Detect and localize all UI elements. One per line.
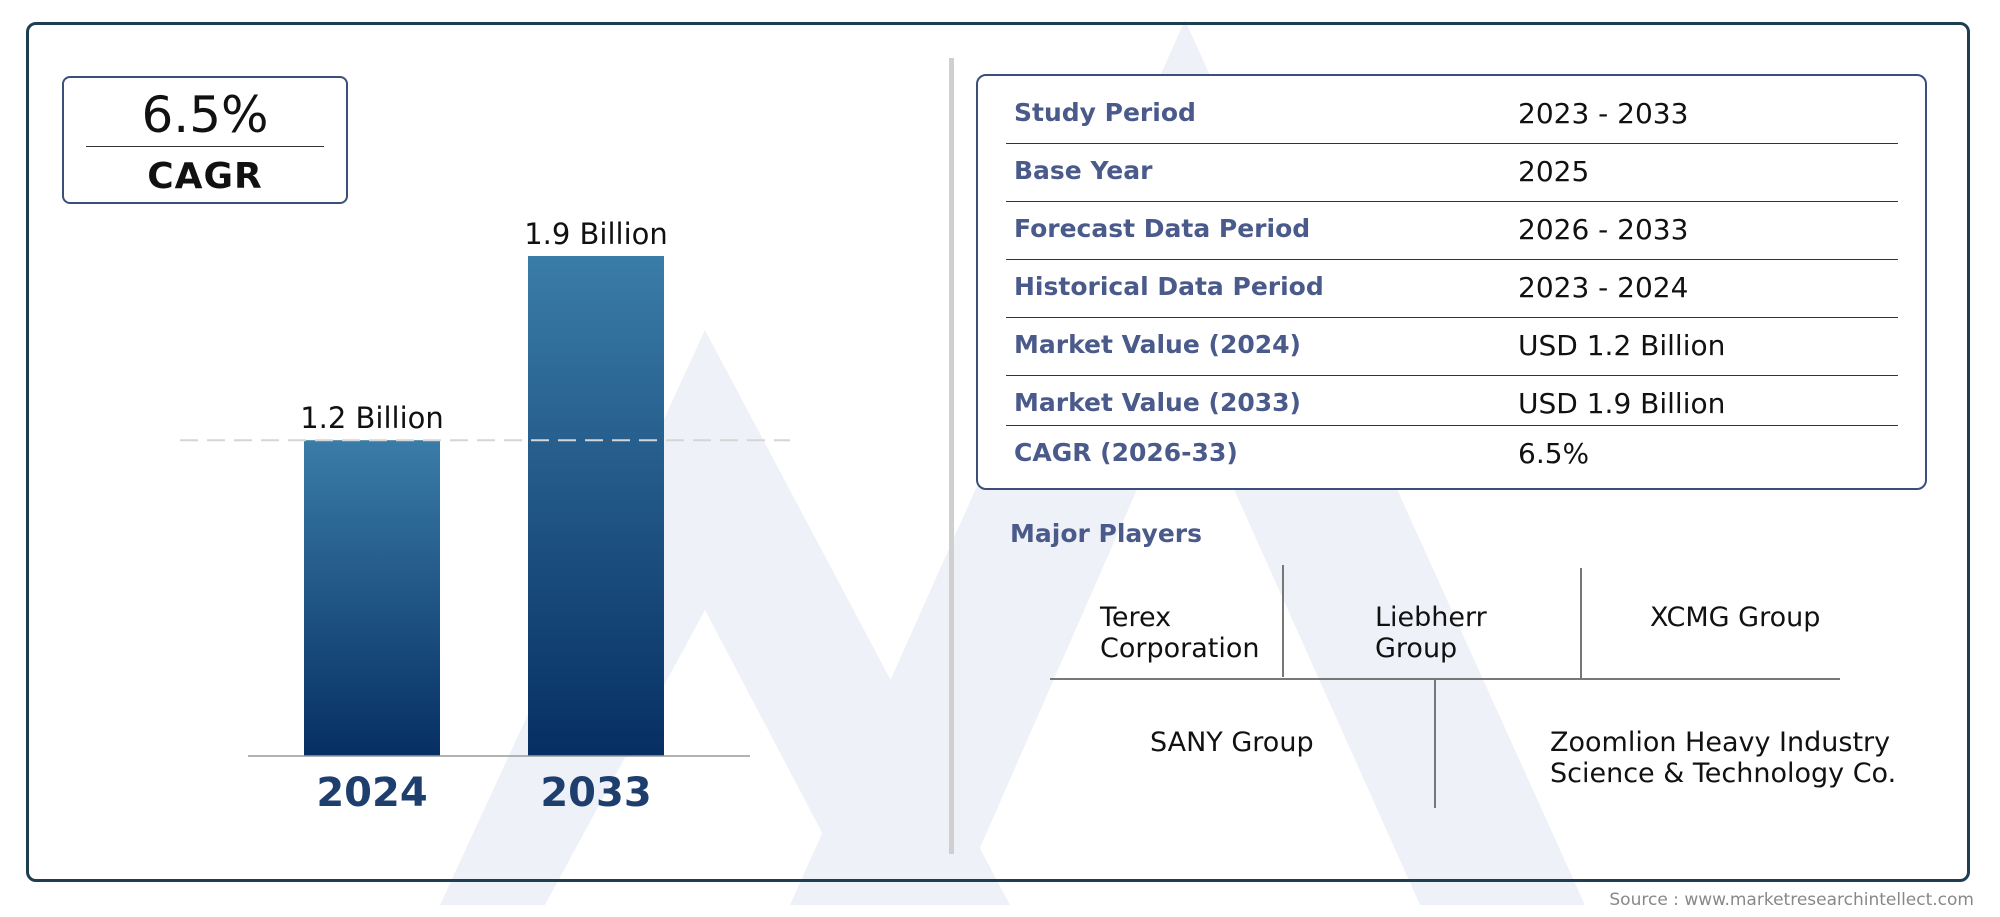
info-row-value: 2026 - 2033	[1518, 213, 1689, 246]
bar-2033	[528, 256, 664, 756]
info-row-value: 6.5%	[1518, 437, 1590, 470]
cagr-box: 6.5% CAGR	[62, 76, 348, 204]
cagr-divider	[86, 146, 324, 147]
panel-divider	[949, 58, 954, 854]
category-label: 2033	[540, 770, 651, 816]
bar-2024	[304, 440, 440, 756]
cagr-label: CAGR	[147, 156, 263, 197]
info-row-label: CAGR (2026-33)	[1014, 438, 1238, 467]
market-bar-chart: 1.2 Billion 2024 1.9 Billion 2033	[180, 217, 790, 816]
info-row-value: 2025	[1518, 155, 1590, 188]
cagr-value: 6.5%	[141, 86, 269, 144]
info-table: Study Period 2023 - 2033 Base Year 2025 Fore…	[976, 74, 1927, 490]
major-players-title: Major Players	[1010, 519, 1202, 548]
info-row-label: Market Value (2033)	[1014, 388, 1301, 417]
player-name: Liebherr Group	[1375, 602, 1487, 664]
outer-frame	[26, 22, 1970, 882]
info-row-value: USD 1.2 Billion	[1518, 329, 1726, 362]
players-grid-line	[1434, 680, 1436, 808]
info-row: Base Year 2025	[1006, 144, 1898, 202]
bar-value-label: 1.9 Billion	[524, 217, 668, 251]
players-grid-line	[1050, 678, 1840, 680]
info-row-value: USD 1.9 Billion	[1518, 387, 1726, 420]
info-row-value: 2023 - 2033	[1518, 97, 1689, 130]
info-row: CAGR (2026-33) 6.5%	[1006, 426, 1898, 484]
info-row: Market Value (2024) USD 1.2 Billion	[1006, 318, 1898, 376]
info-row-label: Forecast Data Period	[1014, 214, 1311, 243]
players-grid-line	[1580, 568, 1582, 678]
info-row: Forecast Data Period 2026 - 2033	[1006, 202, 1898, 260]
info-row-label: Historical Data Period	[1014, 272, 1324, 301]
player-name: Terex Corporation	[1100, 602, 1260, 664]
player-name: SANY Group	[1150, 727, 1314, 758]
source-note: Source : www.marketresearchintellect.com	[1609, 890, 1974, 910]
info-row-value: 2023 - 2024	[1518, 271, 1689, 304]
players-grid-line	[1282, 565, 1284, 677]
info-row: Study Period 2023 - 2033	[1006, 86, 1898, 144]
info-row: Market Value (2033) USD 1.9 Billion	[1006, 376, 1898, 426]
info-row-label: Market Value (2024)	[1014, 330, 1301, 359]
info-row-label: Base Year	[1014, 156, 1153, 185]
player-name: Zoomlion Heavy Industry Science & Techno…	[1550, 727, 1897, 789]
category-label: 2024	[316, 770, 427, 816]
info-row: Historical Data Period 2023 - 2024	[1006, 260, 1898, 318]
info-row-label: Study Period	[1014, 98, 1196, 127]
player-name: XCMG Group	[1650, 602, 1821, 633]
bar-value-label: 1.2 Billion	[300, 401, 444, 435]
